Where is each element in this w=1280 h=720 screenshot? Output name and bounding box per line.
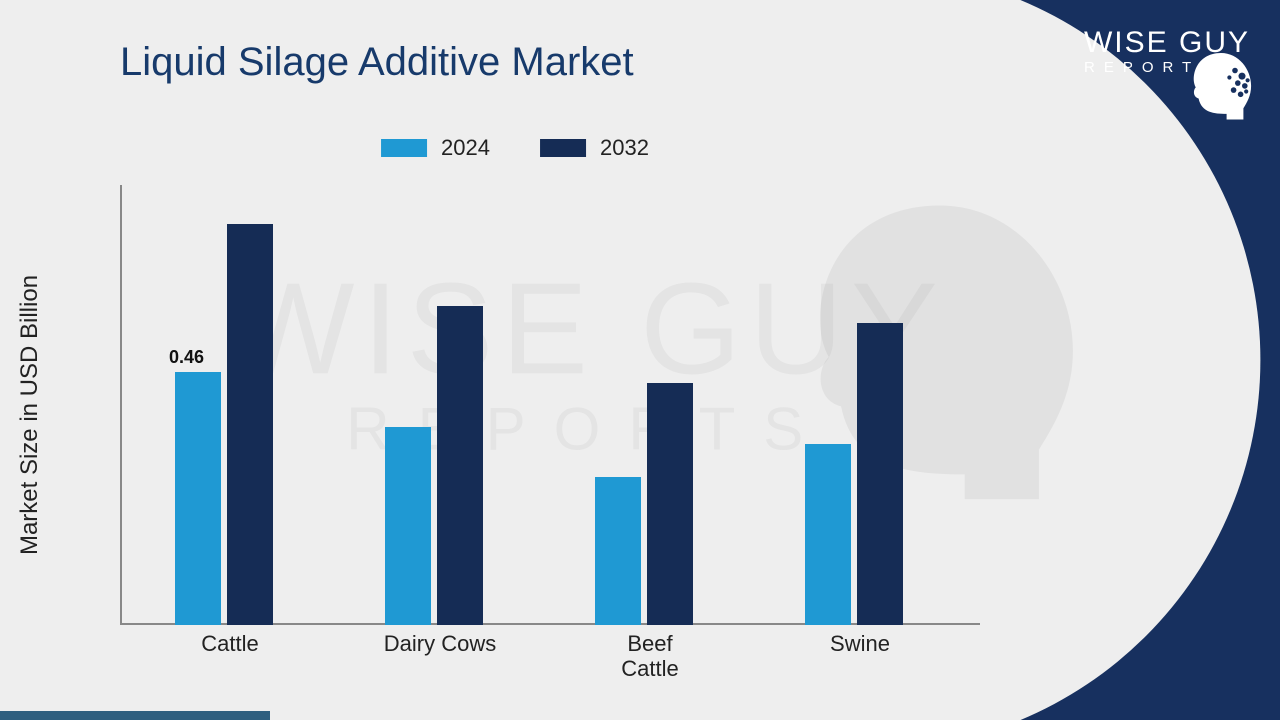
bar xyxy=(647,383,693,625)
legend-item-2024: 2024 xyxy=(381,135,490,161)
y-axis-line xyxy=(120,185,122,625)
bar xyxy=(595,477,641,626)
page-root: WISE GUY REPORTS Liquid Silage Additive … xyxy=(0,0,1280,720)
y-axis-label: Market Size in USD Billion xyxy=(16,275,44,555)
bar-value-label: 0.46 xyxy=(169,347,204,368)
brand-head-icon xyxy=(1186,48,1256,128)
bar xyxy=(175,372,221,625)
legend: 2024 2032 xyxy=(381,135,649,161)
bottom-accent-bar xyxy=(0,711,270,720)
legend-label-2024: 2024 xyxy=(441,135,490,161)
legend-swatch-2032 xyxy=(540,139,586,157)
legend-item-2032: 2032 xyxy=(540,135,649,161)
bar xyxy=(385,427,431,625)
plot-region: Cattle0.46Dairy CowsBeefCattleSwine xyxy=(120,185,980,625)
category-label: Swine xyxy=(760,631,960,656)
chart-area: 2024 2032 Market Size in USD Billion Cat… xyxy=(40,135,990,695)
bar xyxy=(857,323,903,626)
category-label: Dairy Cows xyxy=(340,631,540,656)
legend-swatch-2024 xyxy=(381,139,427,157)
category-label: Cattle xyxy=(130,631,330,656)
bar xyxy=(437,306,483,625)
brand-logo: WISE GUY REPORTS xyxy=(1084,28,1250,75)
legend-label-2032: 2032 xyxy=(600,135,649,161)
category-label: BeefCattle xyxy=(550,631,750,682)
chart-title: Liquid Silage Additive Market xyxy=(120,40,634,85)
bar xyxy=(227,224,273,626)
bar xyxy=(805,444,851,626)
